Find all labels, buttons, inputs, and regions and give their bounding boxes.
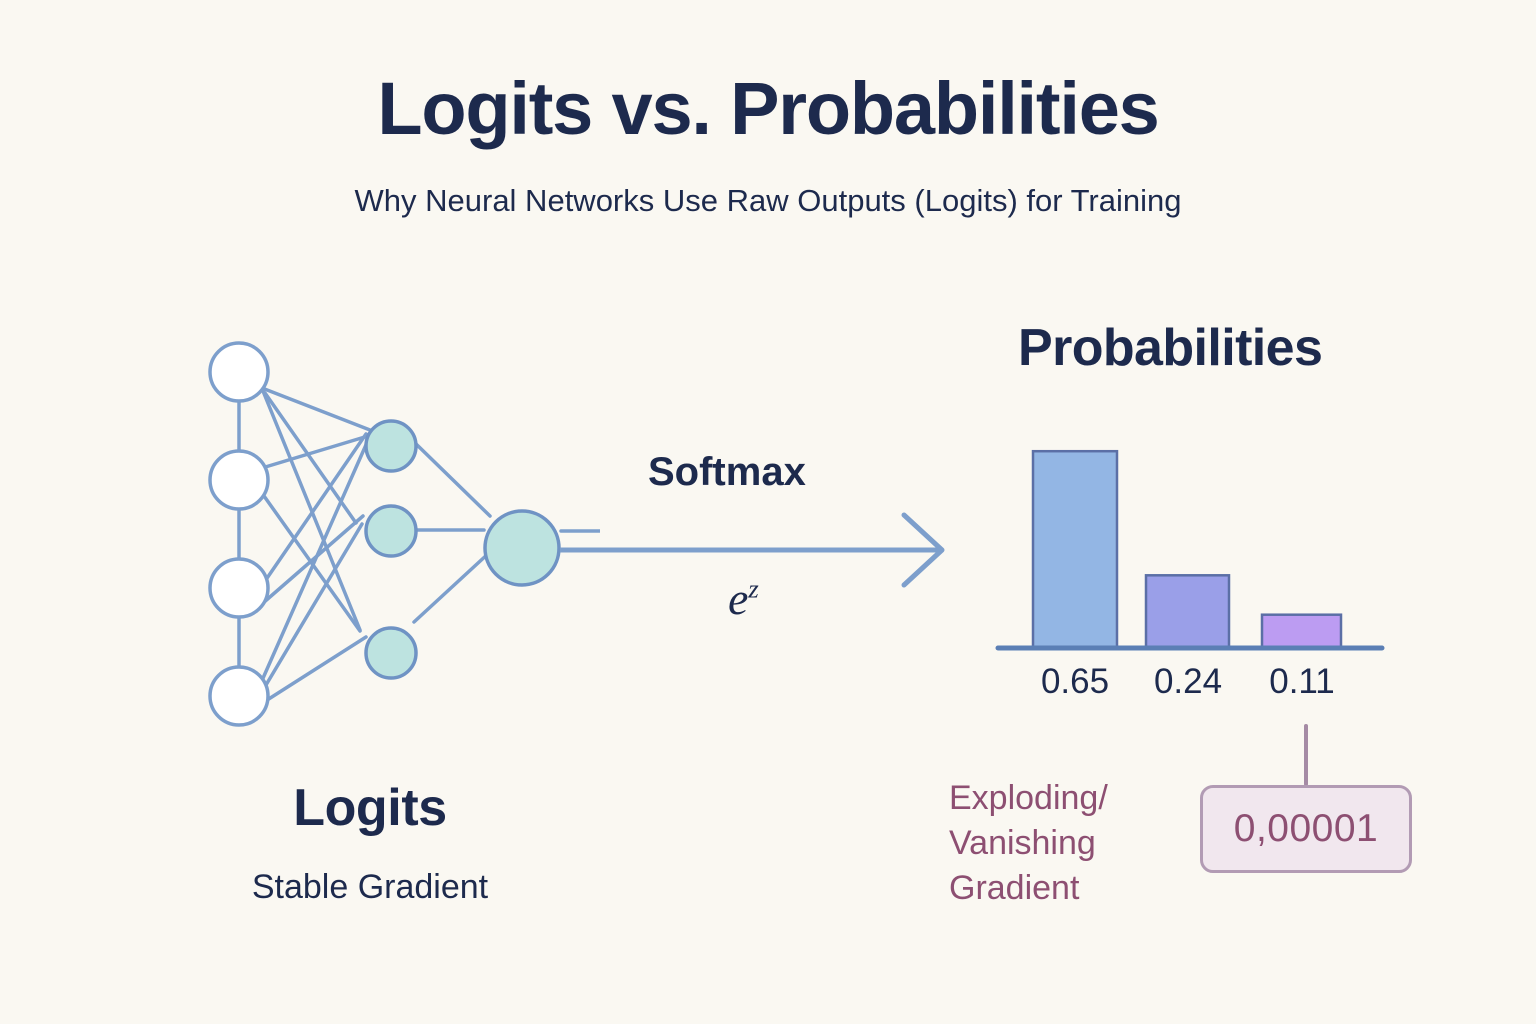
page-subtitle: Why Neural Networks Use Raw Outputs (Log… <box>354 183 1182 218</box>
arrow-head <box>901 512 945 588</box>
gradient-warning-label: Exploding/ Vanishing Gradient <box>949 779 1108 907</box>
neural-network-diagram <box>208 341 600 727</box>
hidden-node <box>364 626 418 680</box>
exp-base: e <box>728 573 749 624</box>
bar-2 <box>1260 613 1343 650</box>
softmax-label: Softmax <box>648 450 806 494</box>
probabilities-bar-chart <box>995 449 1385 651</box>
bar-0 <box>1031 449 1119 650</box>
input-node <box>208 665 270 727</box>
network-edges <box>237 386 600 704</box>
input-node <box>208 449 270 511</box>
callout-value: 0,00001 <box>1233 807 1379 850</box>
callout-connector-line <box>1304 724 1308 786</box>
network-hidden-layer <box>364 419 418 680</box>
hidden-node <box>364 504 418 558</box>
stable-gradient-caption: Stable Gradient <box>251 868 489 906</box>
softmax-arrow <box>560 512 945 588</box>
bar-value-label-2: 0.11 <box>1269 662 1335 701</box>
logits-label: Logits <box>293 779 447 837</box>
probabilities-heading: Probabilities <box>1018 319 1323 377</box>
input-node <box>208 341 270 403</box>
output-node <box>483 509 561 587</box>
bar-1 <box>1144 574 1231 650</box>
input-node <box>208 557 270 619</box>
tiny-probability-callout: 0,00001 <box>1200 785 1412 873</box>
network-input-layer <box>208 341 270 727</box>
hidden-node <box>364 419 418 473</box>
chart-bars <box>1031 449 1343 650</box>
page-title: Logits vs. Probabilities <box>377 67 1159 150</box>
bar-value-label-0: 0.65 <box>1040 662 1110 701</box>
exponential-formula: ez <box>728 572 759 625</box>
exp-power: z <box>748 573 759 604</box>
bar-value-label-1: 0.24 <box>1153 662 1223 701</box>
